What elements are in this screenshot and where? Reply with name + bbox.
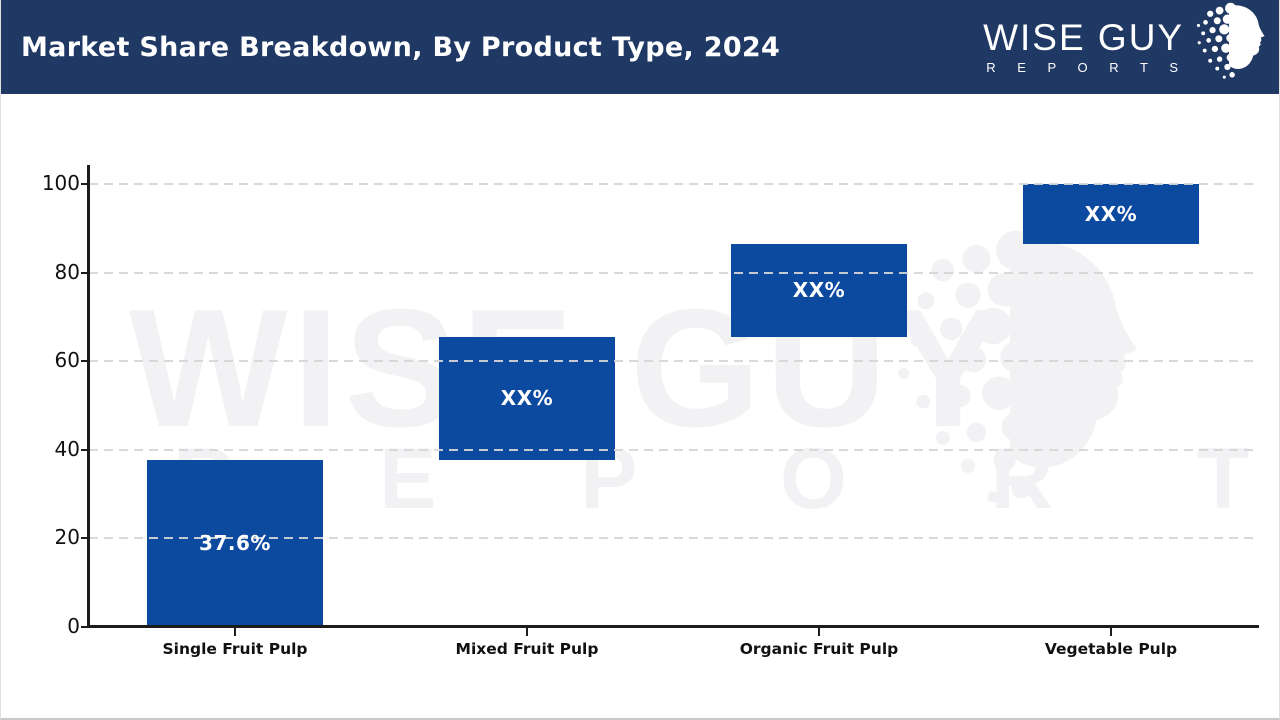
y-tick-label: 80 [54,259,80,284]
y-tick-label: 100 [41,171,80,195]
x-tick-mark [818,628,820,636]
gridline-20 [89,537,1257,539]
y-tick-label: 60 [54,348,80,372]
logo-wordmark: WISE GUY [983,17,1185,58]
gridline-100 [89,183,1257,185]
y-tick-mark [81,183,89,185]
y-tick-mark [81,448,89,451]
y-tick-label: 0 [67,613,80,638]
bar-mixed-fruit-pulp [439,336,615,461]
y-tick-mark [81,537,89,539]
header-banner: Market Share Breakdown, By Product Type,… [1,0,1280,94]
bar-value-label: XX% [500,386,554,411]
gridline-60 [89,360,1257,362]
y-tick-label: 20 [54,525,80,549]
y-tick-mark [81,625,89,628]
logo-dotted-head-icon [1183,2,1275,92]
gridline-80 [89,271,1257,274]
x-tick-mark [234,628,236,636]
x-category-label: Mixed Fruit Pulp [455,640,599,658]
x-tick-mark [526,628,528,636]
x-category-label: Single Fruit Pulp [162,640,308,658]
bar-value-label: 37.6% [199,531,271,556]
x-category-label: Organic Fruit Pulp [739,640,899,658]
watermark-text-line2: R E P O R T S [173,431,1279,527]
chart-title: Market Share Breakdown, By Product Type,… [21,31,781,63]
bar-single-fruit-pulp [147,460,323,627]
y-tick-mark [81,360,89,362]
logo-subtext: R E P O R T S [986,60,1187,75]
y-axis-line [87,165,90,628]
y-tick-label: 40 [54,436,80,461]
gridline-40 [89,448,1257,451]
x-category-label: Vegetable Pulp [1044,640,1178,658]
bar-organic-fruit-pulp [731,243,907,337]
bar-value-label: XX% [1084,201,1138,226]
x-axis-line [87,625,1259,628]
wise-guy-reports-logo: WISE GUY R E P O R T S [980,2,1280,92]
bar-value-label: XX% [792,278,846,303]
logo-text: WISE GUY R E P O R T S [980,19,1187,75]
y-tick-mark [81,271,89,274]
bar-vegetable-pulp [1023,184,1199,244]
x-tick-mark [1110,628,1112,636]
